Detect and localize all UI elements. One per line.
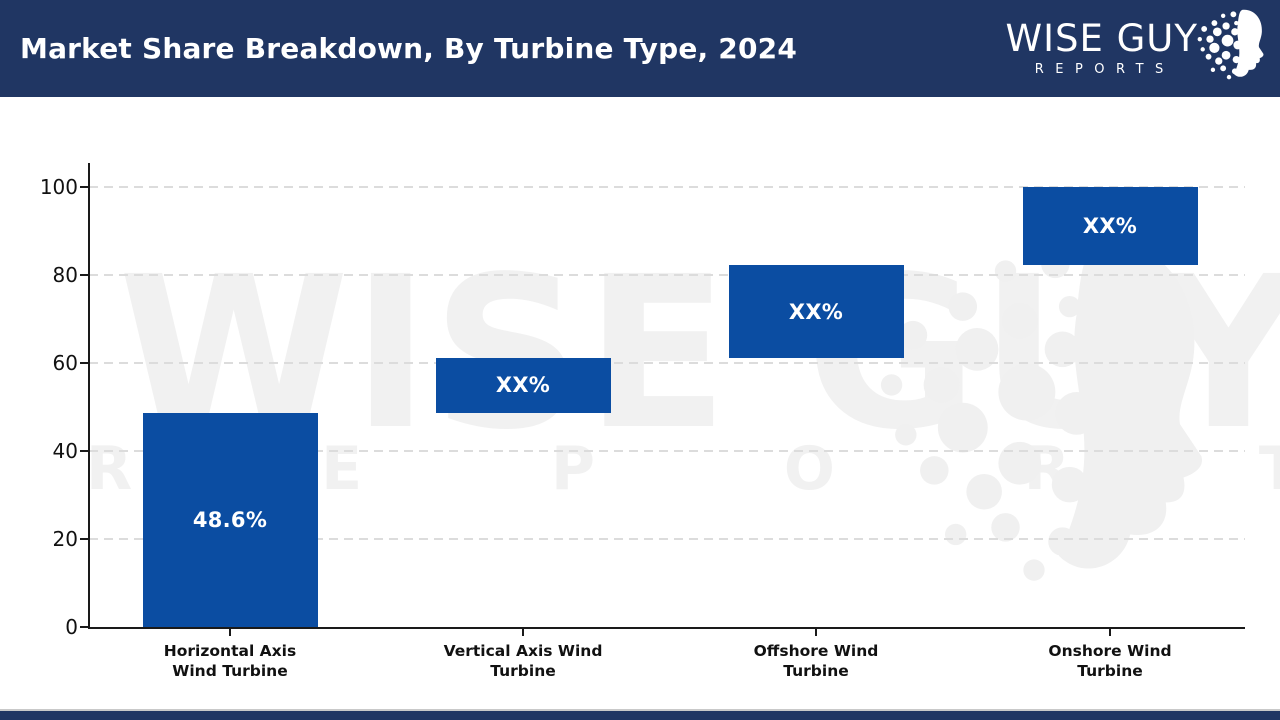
bar: XX% bbox=[728, 265, 904, 358]
x-axis-line bbox=[88, 627, 1245, 629]
y-tick-label: 0 bbox=[65, 615, 78, 639]
gridline bbox=[89, 186, 1245, 188]
y-tick-mark bbox=[80, 362, 88, 364]
x-category-label-line: Onshore Wind bbox=[1048, 642, 1172, 660]
x-category-label-line: Vertical Axis Wind bbox=[443, 642, 603, 660]
gridline bbox=[89, 274, 1245, 276]
logo: WISE GUY REPORTS bbox=[1006, 7, 1266, 91]
x-category-label: Onshore Wind Turbine bbox=[960, 641, 1260, 681]
bar: XX% bbox=[435, 357, 611, 414]
x-tick-mark bbox=[1109, 629, 1111, 636]
bar-value-label: XX% bbox=[495, 373, 551, 398]
bottom-divider-rule bbox=[0, 709, 1280, 711]
gridline bbox=[89, 538, 1245, 540]
x-tick-mark bbox=[522, 629, 524, 636]
gridline bbox=[89, 362, 1245, 364]
logo-tagline: REPORTS bbox=[1034, 62, 1175, 77]
y-axis-line bbox=[88, 163, 90, 629]
y-tick-label: 40 bbox=[52, 439, 78, 463]
bar: XX% bbox=[1022, 187, 1198, 266]
y-tick-mark bbox=[80, 274, 88, 276]
x-tick-mark bbox=[815, 629, 817, 636]
x-category-label: Horizontal Axis Wind Turbine bbox=[80, 641, 380, 681]
plot-area: 0 20 40 60 80 100 48.6% Horizontal Axis Wind Tur… bbox=[0, 97, 1280, 710]
y-tick-mark bbox=[80, 626, 88, 628]
bar-value-label: XX% bbox=[788, 299, 844, 324]
x-tick-mark bbox=[229, 629, 231, 636]
x-category-label-line: Turbine bbox=[490, 662, 556, 680]
bar-value-label: 48.6% bbox=[192, 508, 268, 533]
chart-area: WISE GUY R E P O R T S 02040608010048.6%… bbox=[0, 97, 1280, 710]
header: Market Share Breakdown, By Turbine Type,… bbox=[0, 0, 1280, 97]
x-category-label: Offshore Wind Turbine bbox=[666, 641, 966, 681]
page-title: Market Share Breakdown, By Turbine Type,… bbox=[20, 32, 798, 65]
bar-value-label: XX% bbox=[1082, 214, 1138, 239]
x-category-label: Vertical Axis Wind Turbine bbox=[373, 641, 673, 681]
bottom-accent-bar bbox=[0, 711, 1280, 720]
y-tick-mark bbox=[80, 538, 88, 540]
y-tick-label: 20 bbox=[52, 527, 78, 551]
logo-name: WISE GUY bbox=[1005, 17, 1198, 60]
y-tick-mark bbox=[80, 186, 88, 188]
x-category-label-line: Wind Turbine bbox=[172, 662, 288, 680]
watermark-face-icon bbox=[880, 241, 1203, 581]
x-category-label-line: Turbine bbox=[1077, 662, 1143, 680]
gridline bbox=[89, 450, 1245, 452]
logo-text: WISE GUY REPORTS bbox=[1006, 20, 1198, 77]
y-tick-label: 100 bbox=[39, 175, 78, 199]
wiseguy-face-logo-icon bbox=[1197, 9, 1264, 79]
x-category-label-line: Offshore Wind bbox=[753, 642, 879, 660]
y-tick-mark bbox=[80, 450, 88, 452]
x-category-label-line: Horizontal Axis bbox=[163, 642, 297, 660]
x-category-label-line: Turbine bbox=[783, 662, 849, 680]
y-tick-label: 80 bbox=[52, 263, 78, 287]
y-tick-label: 60 bbox=[52, 351, 78, 375]
bar: 48.6% bbox=[142, 413, 318, 627]
